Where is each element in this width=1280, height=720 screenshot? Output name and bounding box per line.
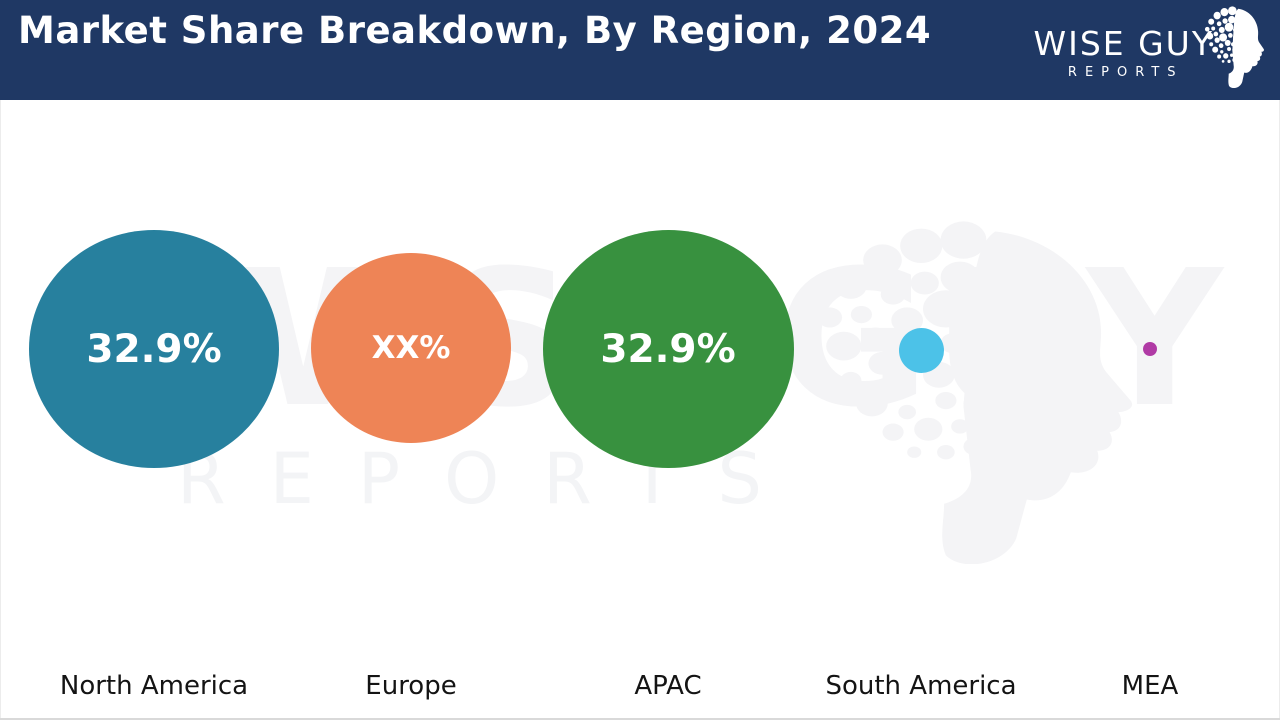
bubble-apac: 32.9% (542, 230, 794, 468)
region-label-south-america: South America (825, 671, 1017, 701)
page-title: Market Share Breakdown, By Region, 2024 (18, 9, 932, 52)
bottom-edge-divider (0, 718, 1280, 720)
region-label-apac: APAC (634, 671, 702, 701)
bubble-south-america (898, 327, 944, 373)
header: Market Share Breakdown, By Region, 2024 … (0, 0, 1280, 100)
bubble-mea (1143, 342, 1157, 356)
bubble-north-america: 32.9% (29, 230, 279, 468)
logo-subtitle: REPORTS (1067, 65, 1184, 80)
watermark-head-icon (817, 221, 1133, 564)
region-label-europe: Europe (365, 671, 457, 701)
bubble-value-label: XX% (371, 330, 451, 366)
bubble-europe: XX% (311, 253, 511, 443)
region-label-north-america: North America (59, 671, 249, 701)
logo-wordmark: WISE GUY (1033, 24, 1214, 63)
region-label-mea: MEA (1121, 671, 1179, 701)
logo-text: WISE GUY REPORTS (1033, 24, 1214, 80)
chart-canvas: WISE GUY REPORTS (0, 100, 1280, 720)
bubble-value-label: 32.9% (600, 326, 736, 372)
bubble-value-label: 32.9% (86, 326, 222, 372)
wise-guy-logo: WISE GUY REPORTS (1033, 6, 1266, 88)
